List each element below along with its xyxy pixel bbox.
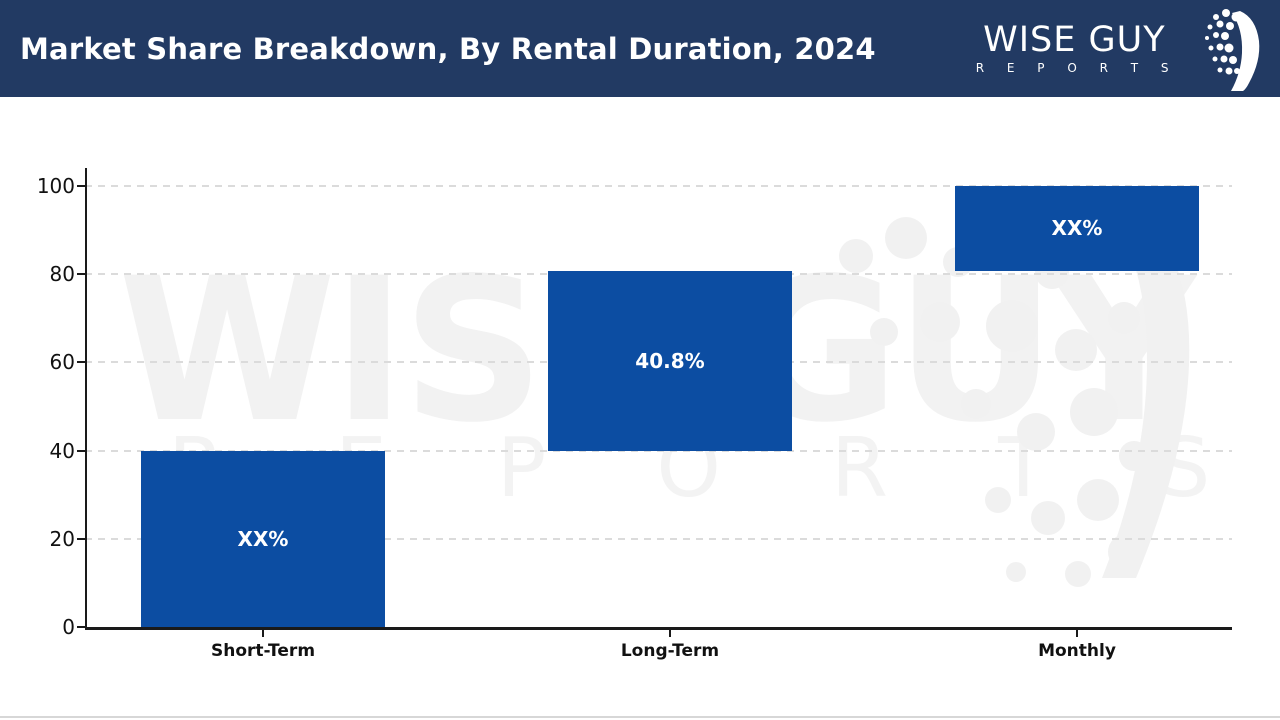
y-axis-line — [85, 168, 87, 630]
y-tick-label-20: 20 — [49, 526, 75, 551]
gridline-40 — [85, 449, 1232, 452]
header-bar: Market Share Breakdown, By Rental Durati… — [0, 0, 1280, 97]
x-axis-line — [85, 627, 1232, 630]
bottom-divider-rule — [0, 716, 1280, 718]
y-tick-label-100: 100 — [36, 174, 75, 198]
x-tick-monthly — [1076, 630, 1078, 637]
y-tick-label-40: 40 — [49, 438, 75, 463]
bar-value-label-short-term: XX% — [237, 526, 289, 551]
y-tick-100 — [77, 185, 85, 187]
y-tick-40 — [77, 449, 85, 452]
bar-monthly: XX% — [955, 186, 1199, 271]
y-tick-60 — [77, 361, 85, 364]
logo-brand-name: WISE GUY — [983, 20, 1166, 60]
logo-wordmark: WISE GUY R E P O R T S — [971, 20, 1178, 75]
y-tick-20 — [77, 537, 85, 540]
logo-reports-label: R E P O R T S — [975, 61, 1178, 75]
bar-value-label-monthly: XX% — [1051, 216, 1103, 241]
x-axis-label-monthly: Monthly — [1038, 641, 1116, 661]
brand-logo: WISE GUY R E P O R T S — [971, 7, 1266, 91]
x-axis-label-long-term: Long-Term — [620, 641, 720, 661]
watermark-face-graphic — [839, 217, 1190, 587]
bar-value-label-long-term: 40.8% — [635, 348, 705, 373]
x-axis-label-short-term: Short-Term — [210, 641, 316, 661]
y-tick-label-80: 80 — [49, 262, 75, 287]
x-tick-long-term — [669, 630, 671, 637]
y-tick-80 — [77, 273, 85, 276]
y-tick-0 — [77, 626, 85, 628]
bar-long-term: 40.8% — [548, 270, 792, 451]
dotted-face-icon — [1205, 8, 1260, 91]
page-title: Market Share Breakdown, By Rental Durati… — [20, 31, 876, 66]
bar-short-term: XX% — [141, 450, 385, 627]
y-tick-label-0: 0 — [62, 615, 75, 639]
y-tick-label-60: 60 — [49, 350, 75, 375]
gridline-20 — [85, 537, 1232, 540]
gridline-100 — [85, 185, 1232, 187]
x-tick-short-term — [262, 630, 264, 637]
